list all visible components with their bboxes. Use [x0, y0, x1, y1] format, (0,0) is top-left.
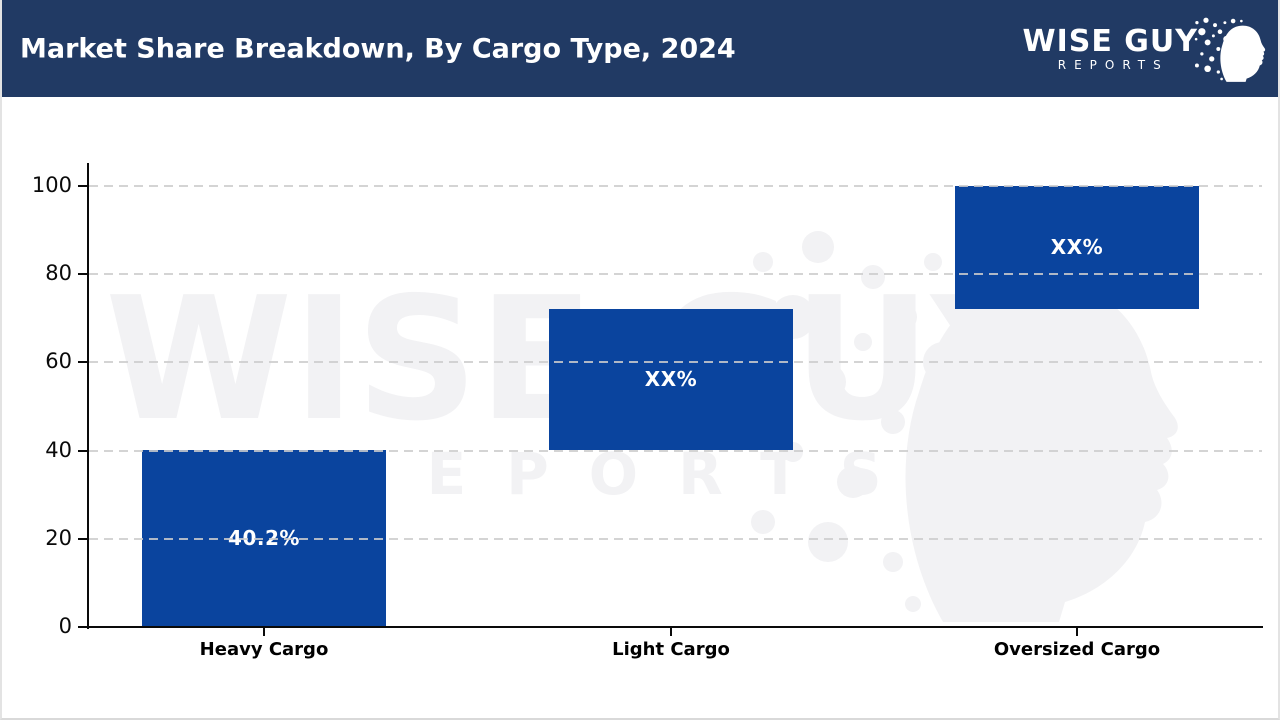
y-tick-mark	[78, 537, 88, 540]
y-tick-label: 40	[45, 437, 72, 462]
brand-logo-text: WISE GUY REPORTS	[1022, 26, 1198, 73]
gridline-60	[89, 361, 1262, 364]
y-tick-label: 100	[31, 173, 72, 197]
bar-light-cargo: XX%	[549, 308, 793, 450]
y-tick-label: 60	[45, 349, 72, 374]
y-tick-label: 20	[45, 525, 72, 550]
bar-oversized-cargo: XX%	[955, 186, 1199, 309]
x-category-label: Heavy Cargo	[199, 639, 329, 660]
y-tick-mark	[78, 185, 88, 187]
header-bar: Market Share Breakdown, By Cargo Type, 2…	[0, 0, 1280, 97]
page-title: Market Share Breakdown, By Cargo Type, 2…	[20, 33, 736, 64]
gridline-40	[89, 449, 1262, 452]
y-axis-line	[87, 163, 89, 629]
y-tick-label: 80	[45, 261, 72, 286]
brand-logo: WISE GUY REPORTS	[1022, 7, 1268, 91]
gridline-80	[89, 273, 1262, 276]
y-tick-label: 0	[58, 614, 72, 638]
y-tick-mark	[78, 361, 88, 364]
y-tick-mark	[78, 273, 88, 276]
bar-value-label: XX%	[644, 367, 698, 392]
gridline-20	[89, 537, 1262, 540]
brand-name: WISE GUY	[1022, 23, 1198, 59]
x-category-label: Oversized Cargo	[993, 639, 1161, 660]
bar-value-label: XX%	[1050, 235, 1104, 260]
x-category-label: Light Cargo	[612, 639, 730, 660]
x-tick-mark	[670, 628, 672, 636]
y-tick-mark	[78, 449, 88, 452]
x-tick-mark	[1076, 628, 1078, 636]
brand-subname: REPORTS	[1057, 58, 1169, 73]
dotted-head-icon	[1194, 17, 1266, 82]
x-tick-mark	[263, 628, 265, 636]
y-tick-mark	[78, 626, 88, 628]
x-axis-line	[87, 626, 1263, 628]
gridline-100	[89, 185, 1262, 187]
